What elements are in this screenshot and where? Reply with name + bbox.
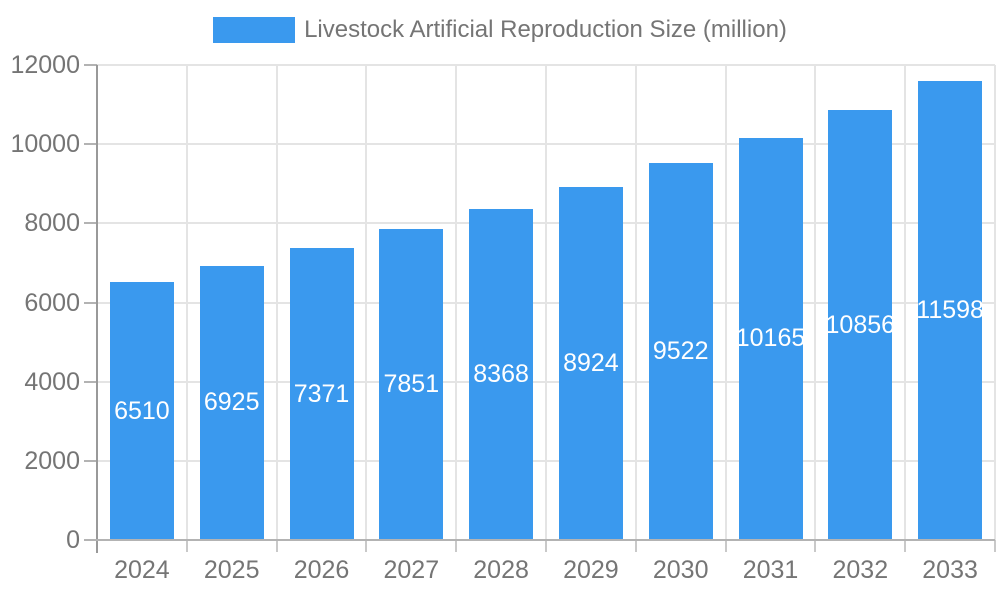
x-tick-label: 2026 [293, 556, 350, 584]
bar [648, 163, 713, 540]
x-grid-line [814, 65, 817, 540]
x-axis-tick [724, 540, 727, 552]
bar [109, 282, 174, 540]
x-grid-line [275, 65, 278, 540]
bar [289, 248, 354, 540]
bar [469, 208, 534, 540]
y-tick-label: 12000 [10, 51, 80, 79]
legend: Livestock Artificial Reproduction Size (… [0, 16, 1000, 44]
x-axis-tick [904, 540, 907, 552]
bar-value-label: 8368 [473, 359, 529, 388]
y-tick-label: 10000 [10, 130, 80, 159]
x-tick-label: 2031 [742, 556, 799, 584]
x-axis-tick [365, 540, 368, 552]
y-axis-tick [84, 459, 97, 462]
x-axis-tick [634, 540, 637, 552]
bar-value-label: 10856 [825, 310, 896, 339]
y-axis-tick [84, 222, 97, 225]
y-tick-label: 2000 [24, 446, 80, 475]
x-tick-label: 2032 [832, 556, 889, 584]
bar-value-label: 7851 [383, 370, 440, 399]
bar-value-label: 9522 [652, 337, 709, 366]
x-tick-label: 2025 [203, 556, 260, 584]
x-axis-tick [994, 540, 996, 552]
bar-value-label: 11598 [916, 295, 984, 324]
y-axis-line [96, 65, 98, 553]
x-grid-line [455, 65, 458, 540]
bar [918, 80, 983, 540]
y-axis-tick [84, 380, 97, 383]
bar [379, 229, 444, 540]
y-tick-label: 4000 [24, 367, 80, 396]
y-tick-label: 0 [66, 526, 80, 554]
x-grid-line [185, 65, 188, 540]
x-tick-label: 2029 [563, 556, 619, 584]
bar-value-label: 10165 [735, 324, 806, 353]
x-axis-tick [545, 540, 547, 552]
bar [199, 265, 264, 540]
x-tick-label: 2027 [383, 556, 440, 584]
bar-value-label: 7371 [293, 379, 350, 408]
bar-value-label: 6925 [203, 388, 260, 417]
x-grid-line [365, 65, 368, 540]
legend-swatch [213, 17, 296, 43]
x-tick-label: 2028 [473, 556, 529, 584]
x-grid-line [545, 65, 547, 540]
x-axis-tick [275, 540, 278, 552]
x-axis-tick [814, 540, 817, 552]
x-axis-tick [185, 540, 188, 552]
x-axis-line [84, 539, 995, 541]
x-tick-label: 2030 [652, 556, 709, 584]
x-tick-label: 2033 [922, 556, 978, 584]
y-tick-label: 6000 [24, 288, 80, 317]
y-axis-tick [84, 143, 97, 146]
legend-label: Livestock Artificial Reproduction Size (… [304, 16, 787, 43]
bar-value-label: 8924 [563, 348, 619, 377]
bar [738, 137, 803, 540]
y-axis-tick [84, 64, 97, 66]
x-grid-line [724, 65, 727, 540]
bar [828, 110, 893, 540]
y-axis-tick [84, 301, 97, 304]
x-grid-line [994, 65, 996, 540]
bar [558, 186, 623, 540]
x-grid-line [904, 65, 907, 540]
bar-value-label: 6510 [114, 396, 170, 425]
x-axis-tick [455, 540, 458, 552]
x-grid-line [634, 65, 637, 540]
y-tick-label: 8000 [24, 209, 80, 238]
x-tick-label: 2024 [114, 556, 170, 584]
